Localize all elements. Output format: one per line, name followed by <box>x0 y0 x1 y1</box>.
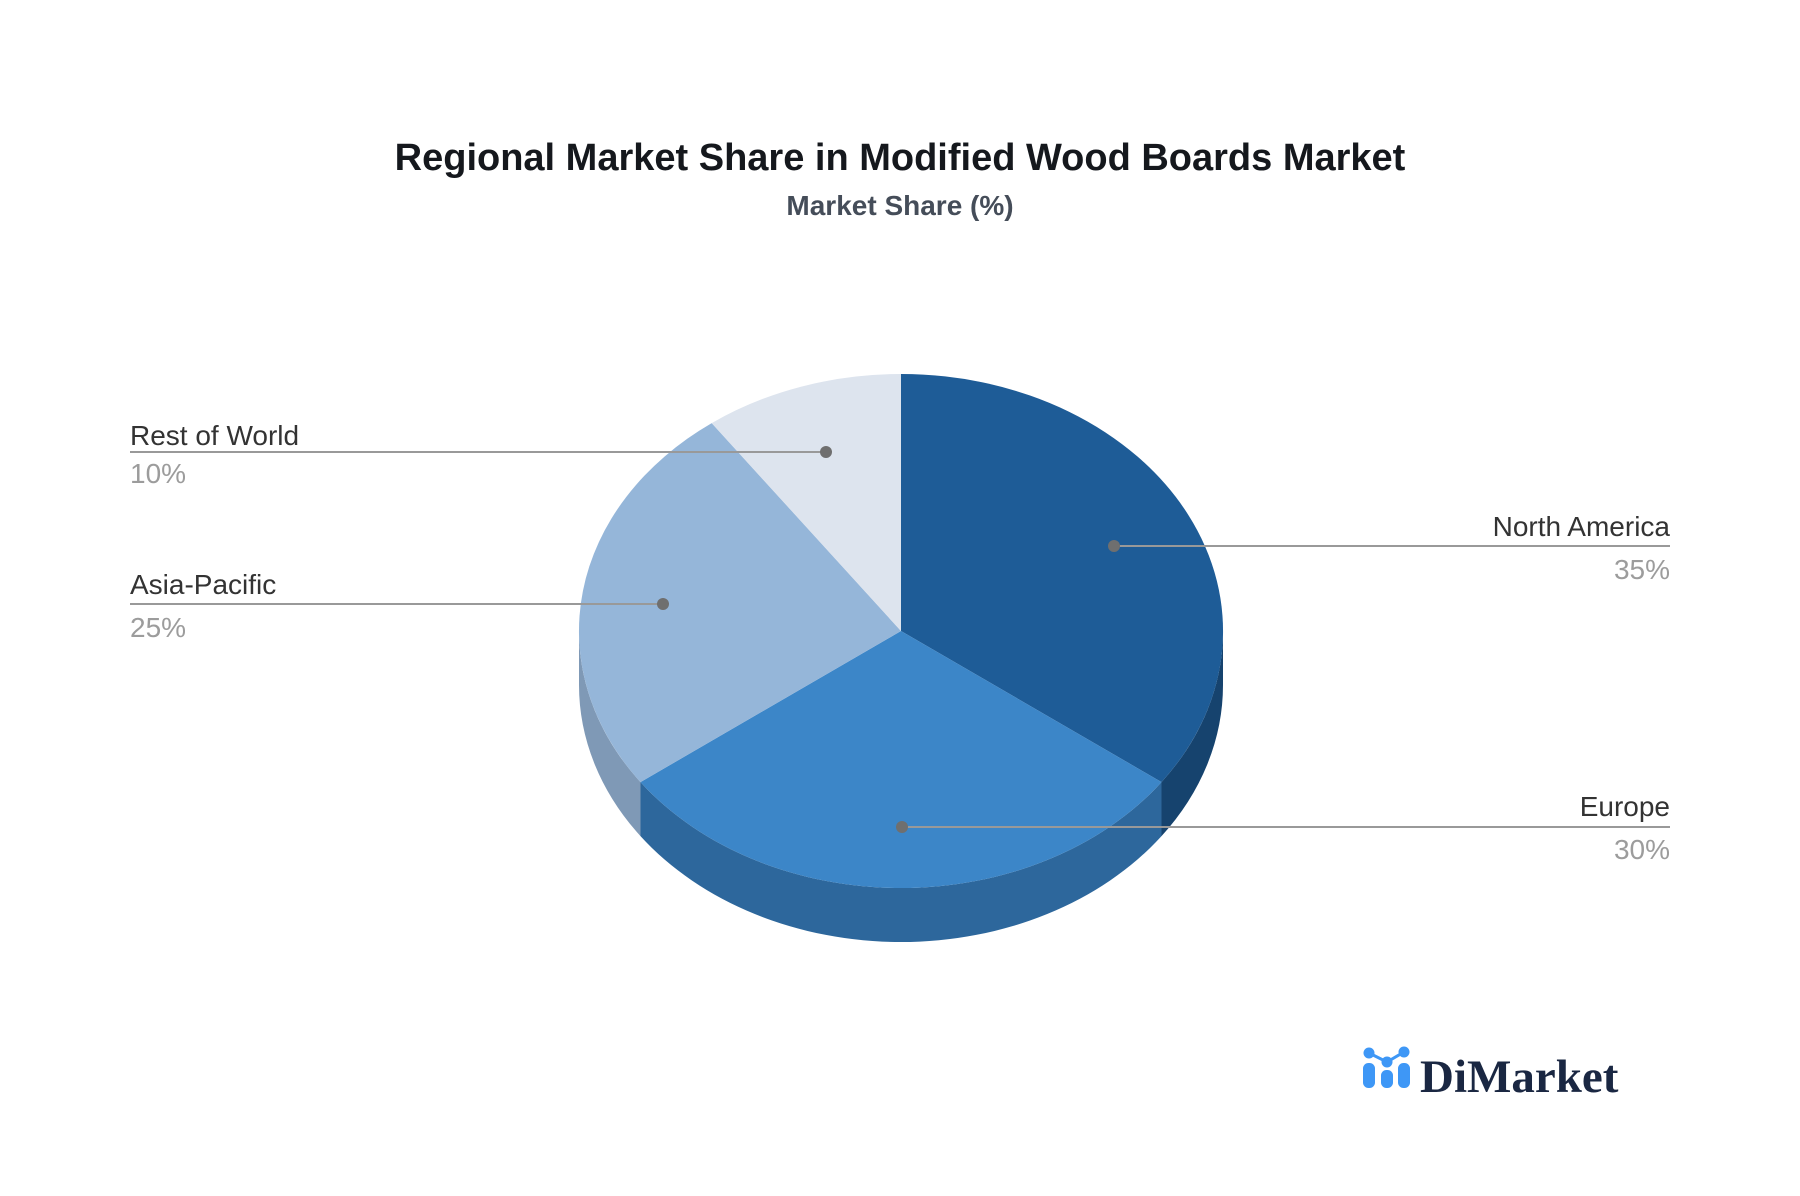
callout-dot-rest-of-world <box>820 446 832 458</box>
logo-bar-right <box>1398 1063 1410 1088</box>
pie-slice-europe[interactable] <box>640 631 1162 889</box>
pie-slice-asia-pacific[interactable] <box>578 423 901 783</box>
label-asia-pacific: Asia-Pacific <box>130 569 277 600</box>
logo-wordmark: DiMarket <box>1420 1051 1619 1103</box>
pct-rest-of-world: 10% <box>130 458 187 489</box>
label-north-america: North America <box>1492 511 1670 542</box>
callout-dot-asia-pacific <box>657 598 669 610</box>
pie-slice-side-asia-pacific[interactable] <box>579 631 641 837</box>
chart-subtitle: Market Share (%) <box>786 190 1014 221</box>
chart-title: Regional Market Share in Modified Wood B… <box>394 137 1406 179</box>
logo-dot-right <box>1398 1046 1410 1058</box>
pct-asia-pacific: 25% <box>130 612 187 643</box>
pct-europe: 30% <box>1613 834 1670 865</box>
callout-dot-europe <box>896 821 908 833</box>
pie-slice-rest-of-world[interactable] <box>711 374 901 631</box>
logo-dot-middle <box>1381 1056 1393 1068</box>
logo-dot-left <box>1363 1047 1375 1059</box>
label-rest-of-world: Rest of World <box>130 420 300 451</box>
label-europe: Europe <box>1579 791 1670 822</box>
pie-slice-side-north-america[interactable] <box>1161 631 1224 837</box>
logo-bar-left <box>1363 1063 1375 1088</box>
logo-bar-middle <box>1381 1070 1393 1088</box>
pie-slice-side-europe[interactable] <box>640 782 1162 943</box>
bar-chart-logo-icon <box>1363 1046 1410 1088</box>
pct-north-america: 35% <box>1613 554 1670 585</box>
pie-slice-north-america[interactable] <box>901 374 1224 783</box>
callout-dot-north-america <box>1108 540 1120 552</box>
